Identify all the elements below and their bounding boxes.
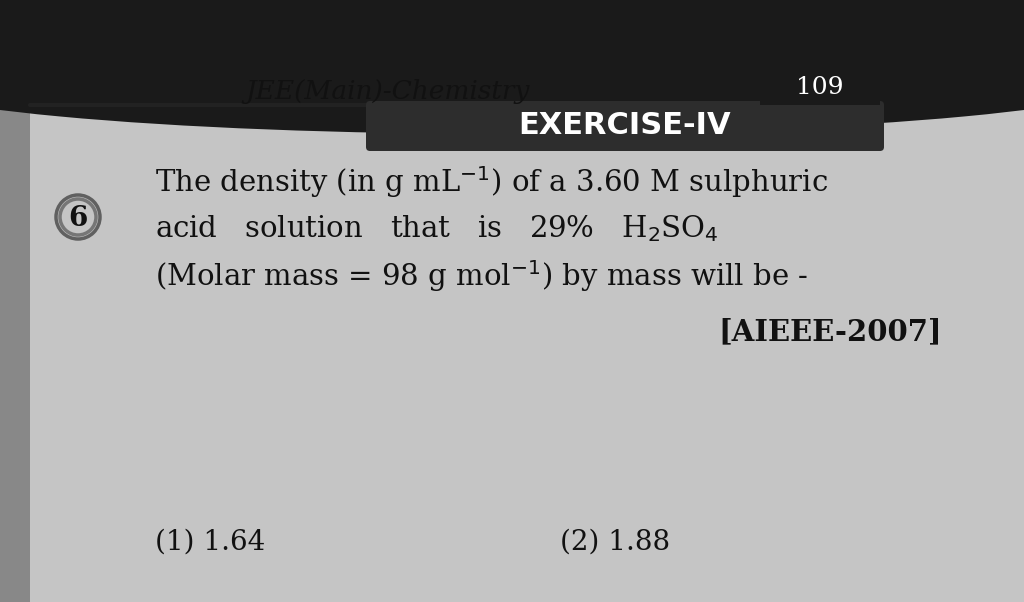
Bar — [0, 0, 1024, 72]
Text: [AIEEE-2007]: [AIEEE-2007] — [718, 317, 942, 347]
Text: (2) 1.88: (2) 1.88 — [560, 529, 670, 556]
Text: EXERCISE-IV: EXERCISE-IV — [519, 111, 731, 140]
Text: acid   solution   that   is   29%   H$_2$SO$_4$: acid solution that is 29% H$_2$SO$_4$ — [155, 214, 719, 244]
Text: The density (in g mL$^{-1}$) of a 3.60 M sulphuric: The density (in g mL$^{-1}$) of a 3.60 M… — [155, 164, 828, 200]
Bar — [760, 70, 880, 105]
Text: 6: 6 — [69, 205, 88, 232]
Text: (Molar mass = 98 g mol$^{-1}$) by mass will be -: (Molar mass = 98 g mol$^{-1}$) by mass w… — [155, 258, 808, 294]
Text: (1) 1.64: (1) 1.64 — [155, 529, 265, 556]
Ellipse shape — [0, 14, 1024, 134]
Text: JEE(Main)-Chemistry: JEE(Main)-Chemistry — [246, 78, 530, 104]
Bar — [0, 0, 30, 602]
FancyBboxPatch shape — [366, 101, 884, 151]
Text: 109: 109 — [797, 76, 844, 99]
